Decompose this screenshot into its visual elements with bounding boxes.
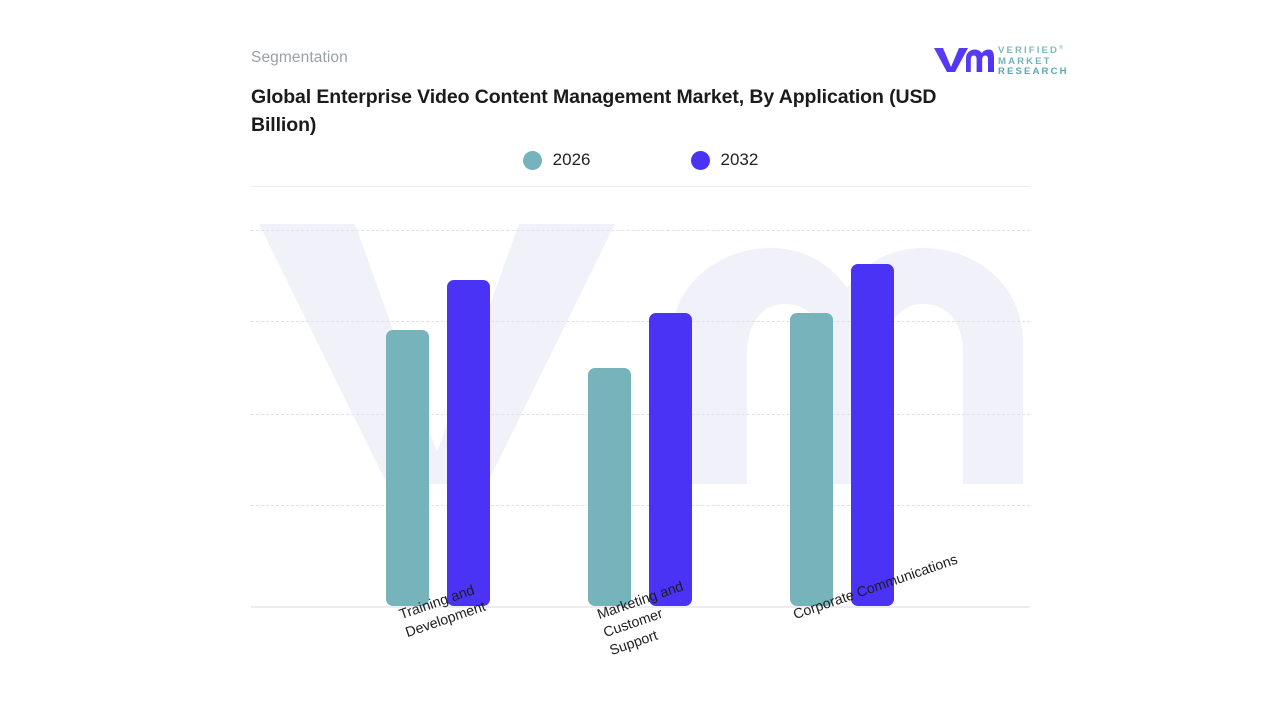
x-axis-baseline: [251, 606, 1030, 608]
bar-marketing-and-customer-support-2026[interactable]: [588, 368, 631, 606]
vm-logo-icon: [932, 45, 994, 78]
legend-item-2032[interactable]: 2032: [690, 150, 759, 170]
logo-line-market: MARKET: [998, 55, 1052, 67]
gridline: [251, 321, 1030, 322]
bar-corporate-communications-2032[interactable]: [851, 264, 894, 606]
legend-item-2026[interactable]: 2026: [522, 150, 591, 170]
bar-training-and-development-2026[interactable]: [386, 330, 429, 606]
legend-swatch-icon: [522, 150, 542, 170]
chart-legend: 2026 2032: [251, 150, 1030, 170]
logo-line-verified: VERIFIED: [998, 45, 1060, 57]
registered-icon: ®: [1059, 45, 1066, 51]
page-title: Global Enterprise Video Content Manageme…: [251, 86, 937, 136]
legend-divider: [251, 186, 1030, 187]
bar-training-and-development-2032[interactable]: [447, 280, 490, 606]
bar-marketing-and-customer-support-2032[interactable]: [649, 313, 692, 606]
segmentation-kicker: Segmentation: [251, 49, 348, 66]
logo-line-research: RESEARCH: [998, 66, 1069, 77]
legend-swatch-icon: [690, 150, 710, 170]
bar-container: [251, 200, 1030, 606]
plot-area: [251, 200, 1030, 608]
brand-logo: VERIFIED® MARKET RESEARCH: [932, 42, 1067, 78]
gridline: [251, 505, 1030, 506]
gridline: [251, 414, 1030, 415]
gridline: [251, 230, 1030, 231]
logo-wordmark: VERIFIED® MARKET RESEARCH: [998, 43, 1069, 77]
legend-label: 2032: [720, 150, 759, 169]
x-axis-labels: Training and Development Marketing and C…: [251, 552, 1030, 717]
bar-corporate-communications-2026[interactable]: [790, 313, 833, 606]
legend-label: 2026: [552, 150, 591, 169]
